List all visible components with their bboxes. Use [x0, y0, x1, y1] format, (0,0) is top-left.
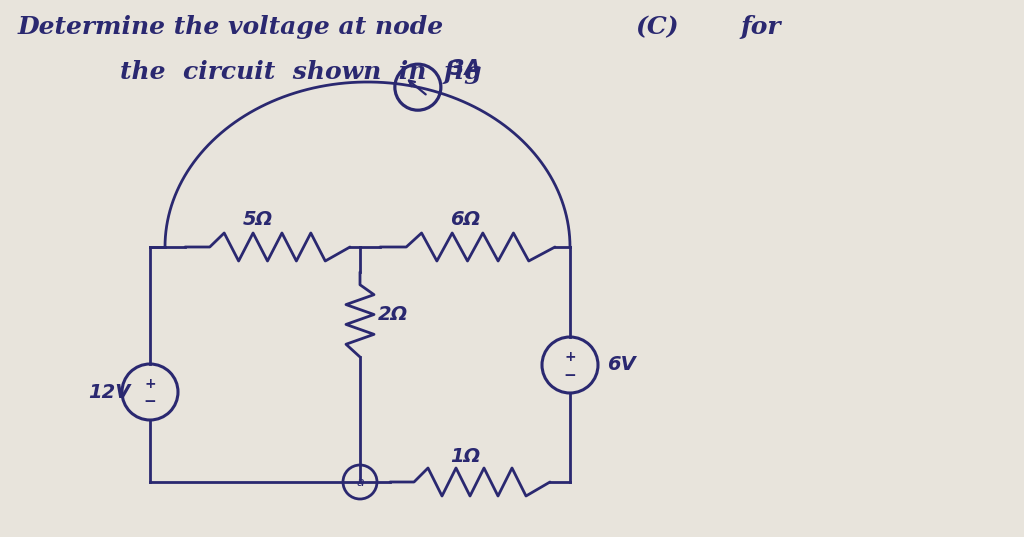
Text: 3A: 3A [450, 59, 480, 79]
Text: (C): (C) [635, 15, 679, 39]
Text: for: for [740, 15, 780, 39]
Text: 6Ω: 6Ω [450, 210, 480, 229]
Text: 2Ω: 2Ω [378, 306, 409, 324]
Text: the  circuit  shown  in  fig: the circuit shown in fig [120, 60, 481, 84]
Text: 6V: 6V [607, 355, 636, 374]
Text: 1Ω: 1Ω [450, 447, 480, 466]
Text: 12V: 12V [88, 382, 130, 402]
Text: +: + [564, 350, 575, 364]
Text: a: a [356, 475, 364, 489]
Text: +: + [144, 377, 156, 391]
Text: 5Ω: 5Ω [243, 210, 272, 229]
Text: Determine the voltage at node: Determine the voltage at node [18, 15, 444, 39]
Text: −: − [143, 395, 157, 410]
Text: −: − [563, 367, 577, 382]
